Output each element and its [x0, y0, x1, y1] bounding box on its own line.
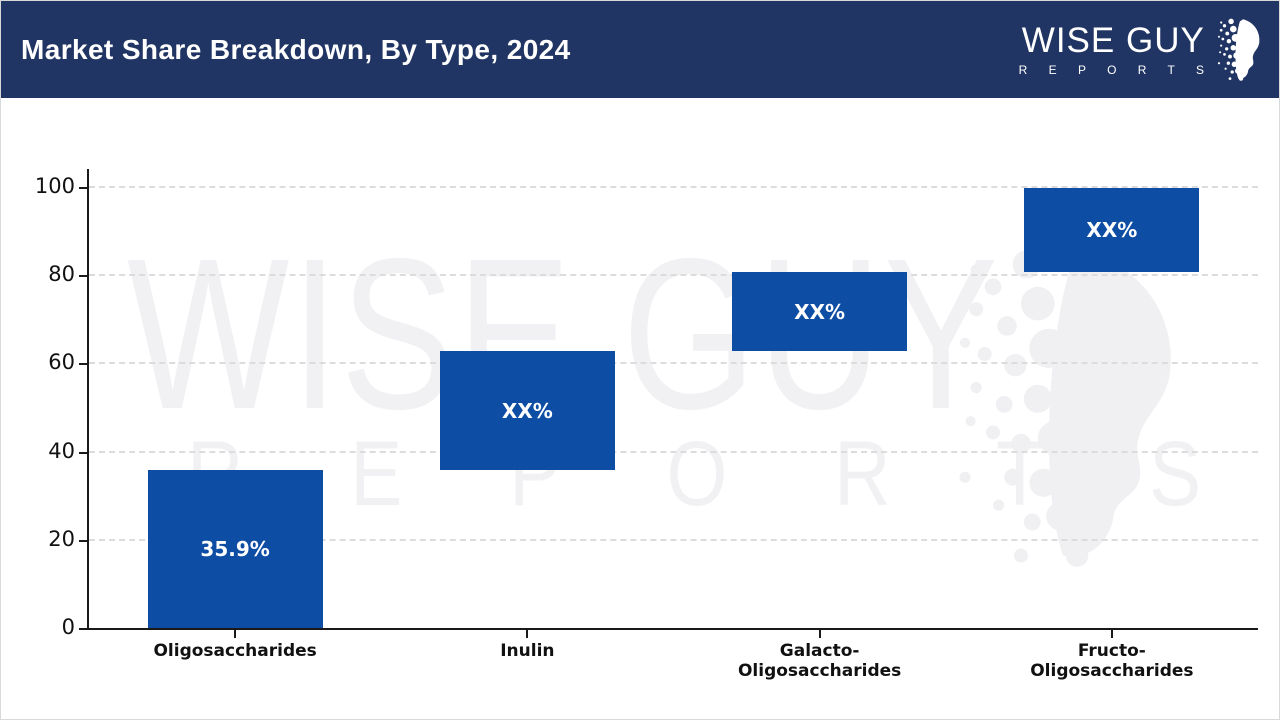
header: Market Share Breakdown, By Type, 2024 WI… — [1, 1, 1279, 98]
category-label: Oligosaccharides — [153, 641, 317, 661]
y-axis-tick — [79, 451, 87, 454]
x-axis-line — [87, 628, 1258, 630]
gridline — [89, 362, 1258, 365]
y-axis-tick — [79, 363, 87, 366]
y-axis-tick — [79, 628, 87, 630]
y-axis-tick — [79, 187, 87, 189]
gridline — [89, 274, 1258, 277]
y-tick-label: 60 — [48, 350, 75, 375]
bar-segment: 35.9% — [147, 469, 323, 628]
y-axis-line — [87, 169, 89, 630]
logo-wordmark: WISE GUY — [1021, 20, 1205, 60]
bar-segment: XX% — [1024, 187, 1200, 273]
gridline — [89, 450, 1258, 453]
x-axis-tick — [1110, 630, 1113, 638]
bar-segment: XX% — [732, 272, 908, 352]
wiseguy-face-icon — [1197, 10, 1263, 90]
y-tick-label: 20 — [48, 526, 75, 551]
y-tick-label: 0 — [61, 615, 75, 639]
y-axis-tick — [79, 539, 87, 542]
gridline — [89, 186, 1258, 188]
page-title: Market Share Breakdown, By Type, 2024 — [21, 33, 571, 65]
y-tick-label: 80 — [48, 262, 75, 287]
logo-subtitle: R E P O R T S — [1018, 62, 1213, 77]
bar-value-label: XX% — [501, 398, 553, 423]
bar-value-label: XX% — [1086, 217, 1138, 242]
gridline — [89, 538, 1258, 541]
category-label: Galacto- Oligosaccharides — [737, 641, 902, 681]
bar-segment: XX% — [439, 351, 615, 470]
y-tick-label: 100 — [34, 174, 75, 198]
wiseguy-logo-text: WISE GUY R E P O R T S — [1014, 23, 1213, 77]
y-axis-tick — [79, 275, 87, 278]
x-axis-tick — [526, 630, 529, 638]
x-axis-tick — [234, 630, 237, 638]
y-tick-label: 40 — [48, 438, 75, 463]
wiseguy-logo: WISE GUY R E P O R T S — [1014, 10, 1263, 90]
category-label: Inulin — [500, 641, 555, 661]
bar-value-label: XX% — [794, 299, 846, 324]
x-axis-tick — [818, 630, 821, 638]
category-label: Fructo- Oligosaccharides — [1030, 641, 1194, 681]
bar-value-label: 35.9% — [200, 536, 270, 561]
